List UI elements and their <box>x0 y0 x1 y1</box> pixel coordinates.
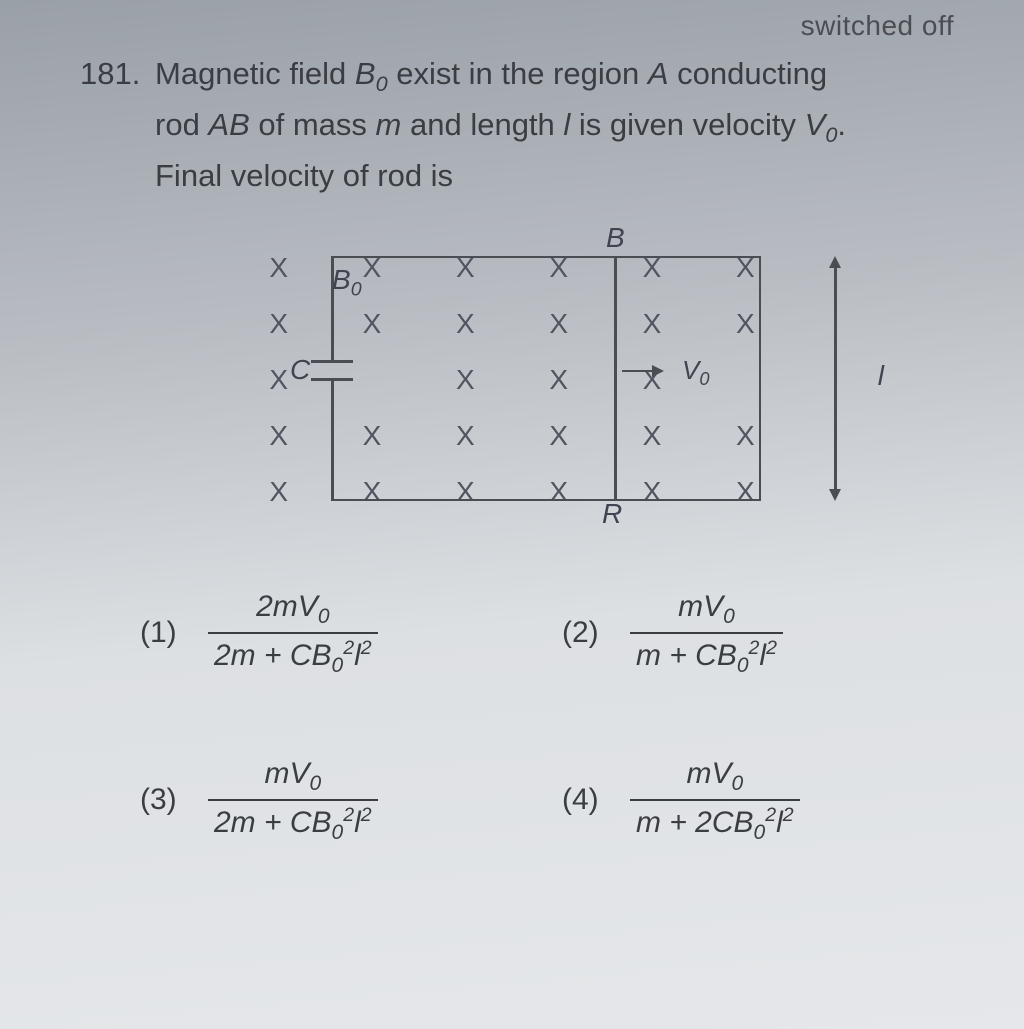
capacitor-plate-top <box>311 360 353 363</box>
circuit-diagram: XXXXXX XXXXXX X.XXX. XXXXXX XXXXXX B0 C … <box>80 240 994 520</box>
text: Magnetic field <box>155 56 355 91</box>
text: conducting <box>669 56 828 91</box>
numerator: 2mV0 <box>250 590 335 632</box>
label-c: C <box>290 354 310 386</box>
question-line-2: rod AB of mass m and length l is given v… <box>80 101 994 152</box>
question-line-3: Final velocity of rod is <box>80 152 994 200</box>
sym-b: B <box>355 56 376 91</box>
cross-icon: X <box>269 252 288 284</box>
denominator: m + 2CB02l2 <box>630 799 800 844</box>
option-3: (3) mV0 2m + CB02l2 <box>140 757 532 844</box>
dot: . <box>837 107 846 142</box>
denominator: m + CB02l2 <box>630 632 783 677</box>
sym-v: V <box>805 107 826 142</box>
question-line-1: Magnetic field B0 exist in the region A … <box>155 50 994 101</box>
capacitor-wire <box>331 346 334 360</box>
text: rod <box>155 107 208 142</box>
option-number: (1) <box>140 616 190 650</box>
page-header-fragment: switched off <box>80 10 994 42</box>
fraction: 2mV0 2m + CB02l2 <box>208 590 378 677</box>
fraction: mV0 m + CB02l2 <box>630 590 783 677</box>
cross-icon: X <box>269 364 288 396</box>
text: is given velocity <box>570 107 804 142</box>
fraction: mV0 m + 2CB02l2 <box>630 757 800 844</box>
label-v0: V0 <box>682 355 709 390</box>
cross-icon: X <box>269 476 288 508</box>
sym-a: A <box>648 56 669 91</box>
label-b: B <box>606 222 625 254</box>
capacitor-wire <box>331 381 334 395</box>
label-l: l <box>878 360 884 392</box>
moving-rod <box>614 256 617 501</box>
velocity-arrow-icon <box>622 370 662 373</box>
text: and length <box>401 107 563 142</box>
denominator: 2m + CB02l2 <box>208 799 378 844</box>
text: of mass <box>250 107 376 142</box>
sym-ab: AB <box>208 107 249 142</box>
option-4: (4) mV0 m + 2CB02l2 <box>562 757 954 844</box>
sym-m: m <box>376 107 402 142</box>
option-2: (2) mV0 m + CB02l2 <box>562 590 954 677</box>
question-block: 181. Magnetic field B0 exist in the regi… <box>80 50 994 200</box>
numerator: mV0 <box>680 757 749 799</box>
question-number: 181. <box>80 50 155 98</box>
numerator: mV0 <box>672 590 741 632</box>
answer-options: (1) 2mV0 2m + CB02l2 (2) mV0 m + CB02l2 … <box>80 570 994 844</box>
sym-b-sub: 0 <box>376 71 388 96</box>
sym-v-sub: 0 <box>825 122 837 147</box>
option-1: (1) 2mV0 2m + CB02l2 <box>140 590 532 677</box>
numerator: mV0 <box>258 757 327 799</box>
length-indicator <box>820 256 850 501</box>
option-number: (2) <box>562 616 612 650</box>
cross-icon: X <box>269 420 288 452</box>
fraction: mV0 2m + CB02l2 <box>208 757 378 844</box>
rail-left-bottom <box>331 392 334 501</box>
option-number: (3) <box>140 783 190 817</box>
cross-icon: X <box>269 308 288 340</box>
denominator: 2m + CB02l2 <box>208 632 378 677</box>
option-number: (4) <box>562 783 612 817</box>
label-r: R <box>602 498 622 530</box>
label-b0: B0 <box>332 264 362 302</box>
text: exist in the region <box>388 56 648 91</box>
